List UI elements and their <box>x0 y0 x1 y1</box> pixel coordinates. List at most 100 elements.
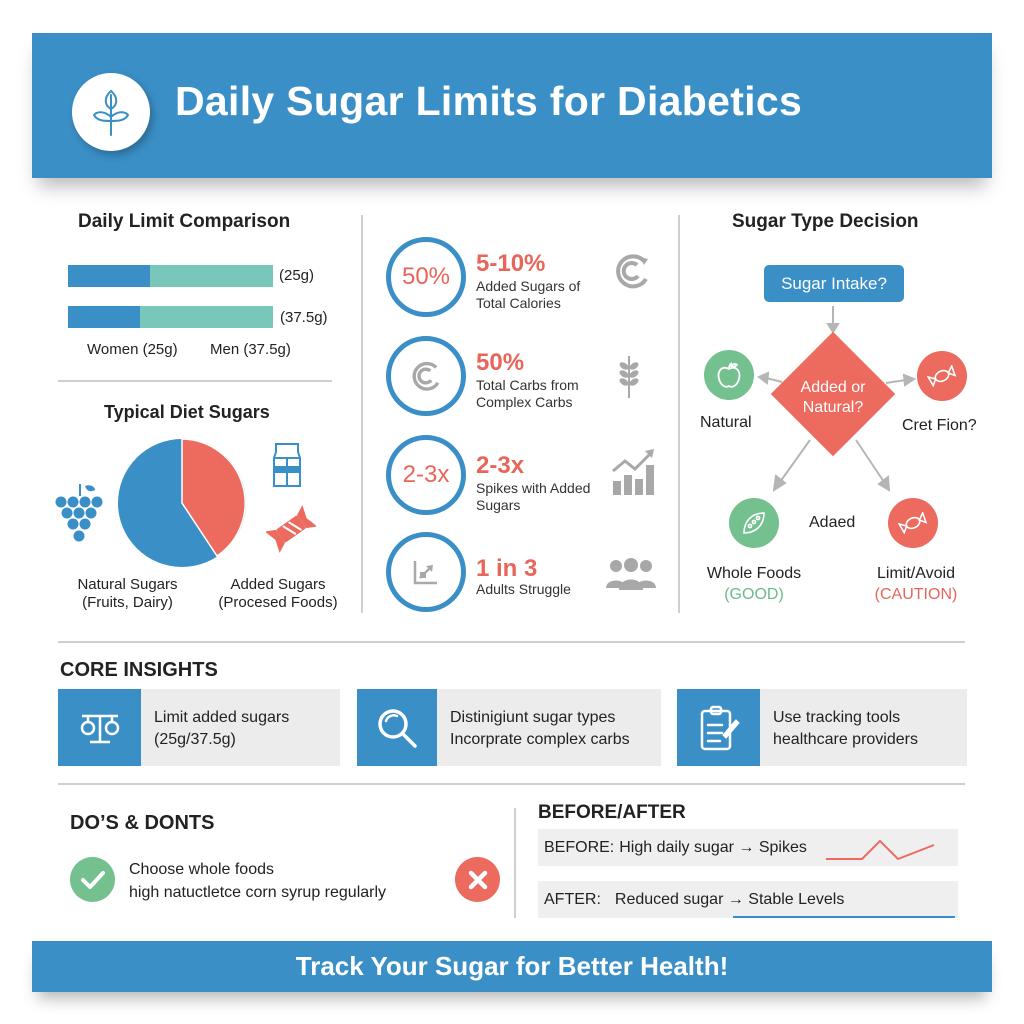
grapes-icon <box>55 484 103 542</box>
natural-label: Natural <box>700 414 752 431</box>
clipboard-icon <box>677 689 760 766</box>
refresh-cycle-icon <box>616 254 648 289</box>
footer-banner: Track Your Sugar for Better Health! <box>32 941 992 992</box>
men-bar-fill <box>68 306 140 328</box>
whole-foods-label: Whole Foods (GOOD) <box>700 563 808 605</box>
candy-icon <box>888 498 938 548</box>
women-bar-value: (25g) <box>279 267 315 284</box>
column-divider-left <box>361 215 363 613</box>
insight-1-line1: Limit added sugars <box>154 709 290 726</box>
growth-chart-icon <box>413 561 437 585</box>
stat-value-2: 50% <box>476 349 525 376</box>
page-title: Daily Sugar Limits for Diabetics <box>175 78 803 124</box>
apple-icon <box>704 350 754 400</box>
stat-value-3: 2-3x <box>476 452 525 479</box>
before-label: BEFORE: <box>544 838 615 856</box>
natural-sugars-sub: (Fruits, Dairy) <box>82 594 173 611</box>
stat-desc-1: Added Sugars of Total Calories <box>476 278 580 312</box>
added-sugars-label: Added Sugars (Procesed Foods) <box>214 576 342 612</box>
sprout-icon <box>72 73 150 151</box>
men-bar-value: (37.5g) <box>280 309 328 326</box>
daily-limit-title: Daily Limit Comparison <box>78 211 291 232</box>
stat-desc-4: Adults Struggle <box>476 581 571 598</box>
limit-avoid-label: Limit/Avoid (CAUTION) <box>862 563 970 605</box>
added-sugars-sub: (Procesed Foods) <box>218 594 338 611</box>
stat-ring-4 <box>386 532 466 612</box>
check-icon <box>70 857 115 902</box>
do-text: Choose whole foods <box>129 861 274 878</box>
after-label: AFTER: <box>544 890 601 908</box>
whole-foods-text: Whole Foods <box>706 565 802 582</box>
insight-text-3: Use tracking tools healthcare providers <box>760 689 918 766</box>
stat-desc-3-line1: Spikes with Added <box>476 480 591 496</box>
divider <box>58 380 332 382</box>
insight-3-line2: healthcare providers <box>773 731 918 748</box>
stable-line <box>733 916 955 918</box>
before-row: BEFORE: High daily sugar → Spikes <box>538 829 958 866</box>
insight-1-line2: (25g/37.5g) <box>154 731 236 748</box>
sugar-pie-chart <box>118 438 246 567</box>
women-legend: Women (25g) <box>87 341 178 358</box>
after-text: Reduced sugar → Stable Levels <box>614 890 845 908</box>
stat-desc-1-line2: Total Calories <box>476 295 561 311</box>
before-text: High daily sugar → Spikes <box>619 838 807 856</box>
insight-card-2: Distinigiunt sugar types Incorprate comp… <box>357 689 661 766</box>
stat-desc-3: Spikes with Added Sugars <box>476 480 590 514</box>
core-insights-title: CORE INSIGHTS <box>60 659 218 681</box>
people-group-icon <box>606 558 656 590</box>
decision-title: Sugar Type Decision <box>732 211 919 232</box>
insight-card-3: Use tracking tools healthcare providers <box>677 689 967 766</box>
refresh-cycle-icon <box>412 361 440 391</box>
insight-card-1: Limit added sugars (25g/37.5g) <box>58 689 340 766</box>
right-branch-label: Cret Fion? <box>902 417 977 434</box>
women-limit-bar <box>68 265 273 287</box>
good-badge: (GOOD) <box>724 586 784 603</box>
insight-3-line1: Use tracking tools <box>773 709 901 726</box>
trending-up-chart-icon <box>612 449 654 495</box>
stat-desc-2-line1: Total Carbs from <box>476 377 579 393</box>
insight-2-line1: Distinigiunt sugar types <box>450 709 616 726</box>
limit-avoid-text: Limit/Avoid <box>877 565 955 582</box>
added-sugars-text: Added Sugars <box>230 576 326 593</box>
column-divider-right <box>678 215 680 613</box>
natural-sugars-label: Natural Sugars (Fruits, Dairy) <box>60 576 195 612</box>
balance-scale-icon <box>58 689 141 766</box>
men-limit-bar <box>68 306 273 328</box>
stat-ring-1: 50% <box>386 237 466 317</box>
stat-value-1: 5-10% <box>476 250 546 277</box>
women-bar-fill <box>68 265 150 287</box>
decision-question-line1: Added or <box>800 379 866 396</box>
decision-question-line2: Natural? <box>802 399 864 416</box>
after-row: AFTER: Reduced sugar → Stable Levels <box>538 881 958 918</box>
header-banner: Daily Sugar Limits for Diabetics <box>32 33 992 178</box>
stat-desc-2-line2: Complex Carbs <box>476 394 573 410</box>
milk-carton-icon <box>273 443 301 487</box>
stat-value-4: 1 in 3 <box>476 555 538 582</box>
stat-desc-3-line2: Sugars <box>476 497 521 513</box>
insight-text-1: Limit added sugars (25g/37.5g) <box>141 689 289 766</box>
candy-icon <box>917 351 967 401</box>
natural-sugars-text: Natural Sugars <box>77 576 178 593</box>
divider <box>58 783 965 785</box>
stat-ring-3: 2-3x <box>386 435 466 515</box>
decision-question: Added or Natural? <box>783 378 883 418</box>
stat-ring-2 <box>386 336 466 416</box>
divider <box>58 641 965 643</box>
close-x-icon <box>455 857 500 902</box>
sugar-intake-node: Sugar Intake? <box>764 265 904 302</box>
insight-text-2: Distinigiunt sugar types Incorprate comp… <box>437 689 630 766</box>
men-legend: Men (37.5g) <box>210 341 291 358</box>
wheat-icon <box>619 356 639 398</box>
candy-icon <box>266 505 316 553</box>
bottom-column-divider <box>514 808 516 918</box>
added-label: Adaed <box>809 514 856 531</box>
magnifier-icon <box>357 689 437 766</box>
insight-2-line2: Incorprate complex carbs <box>450 731 630 748</box>
caution-badge: (CAUTION) <box>874 586 958 603</box>
before-after-title: BEFORE/AFTER <box>538 802 686 823</box>
stat-desc-1-line1: Added Sugars of <box>476 278 581 294</box>
stat-desc-2: Total Carbs from Complex Carbs <box>476 377 579 411</box>
peapod-icon <box>729 498 779 548</box>
stat-desc-4-line1: Adults Struggle <box>476 581 571 597</box>
flow-arrows <box>757 306 917 493</box>
